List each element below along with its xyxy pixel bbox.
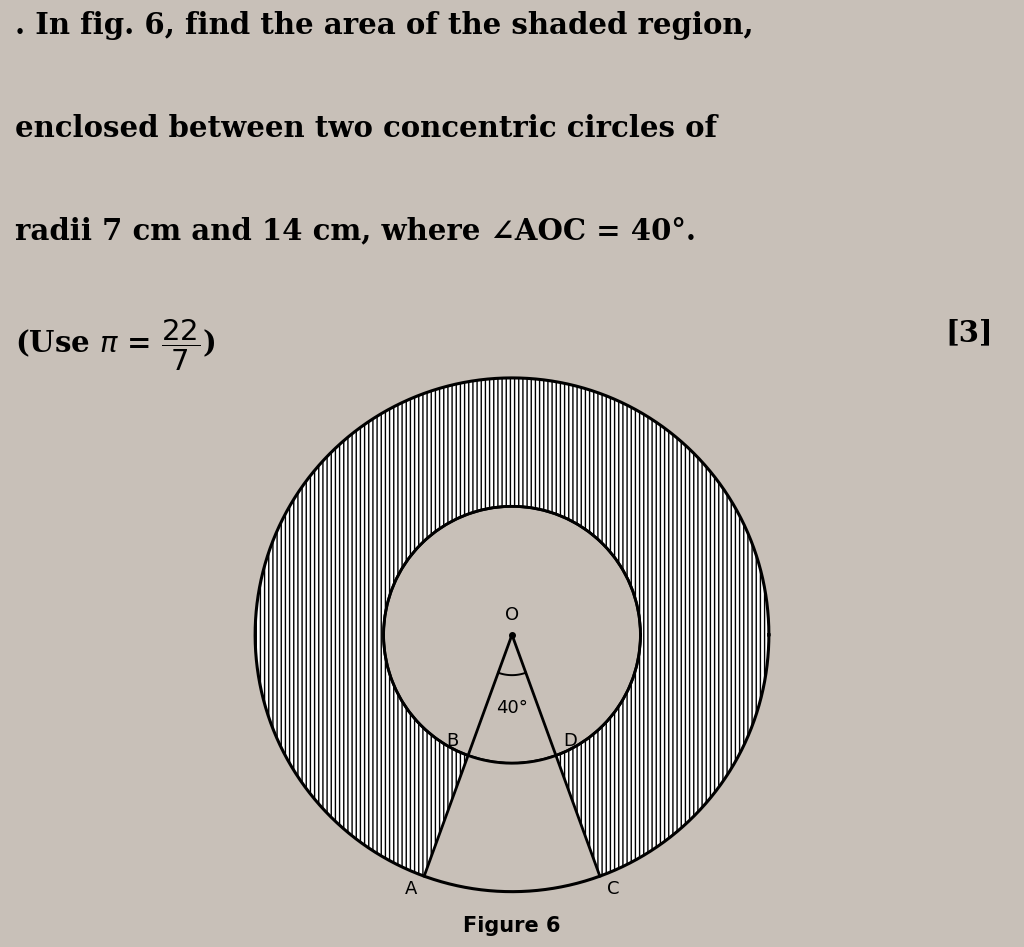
Text: enclosed between two concentric circles of: enclosed between two concentric circles … xyxy=(15,114,718,143)
Text: [3]: [3] xyxy=(945,318,993,348)
Polygon shape xyxy=(255,378,769,876)
Text: A: A xyxy=(404,880,417,898)
Text: (Use $\pi$ = $\dfrac{22}{7}$): (Use $\pi$ = $\dfrac{22}{7}$) xyxy=(15,318,215,373)
Circle shape xyxy=(384,507,640,763)
Text: O: O xyxy=(505,606,519,624)
Text: radii 7 cm and 14 cm, where ∠AOC = 40°.: radii 7 cm and 14 cm, where ∠AOC = 40°. xyxy=(15,216,696,245)
Text: . In fig. 6, find the area of the shaded region,: . In fig. 6, find the area of the shaded… xyxy=(15,11,754,41)
Text: B: B xyxy=(446,732,459,750)
Text: 40°: 40° xyxy=(496,699,528,717)
Text: D: D xyxy=(563,732,578,750)
Text: C: C xyxy=(607,880,620,898)
Text: Figure 6: Figure 6 xyxy=(463,916,561,936)
Polygon shape xyxy=(424,756,600,892)
